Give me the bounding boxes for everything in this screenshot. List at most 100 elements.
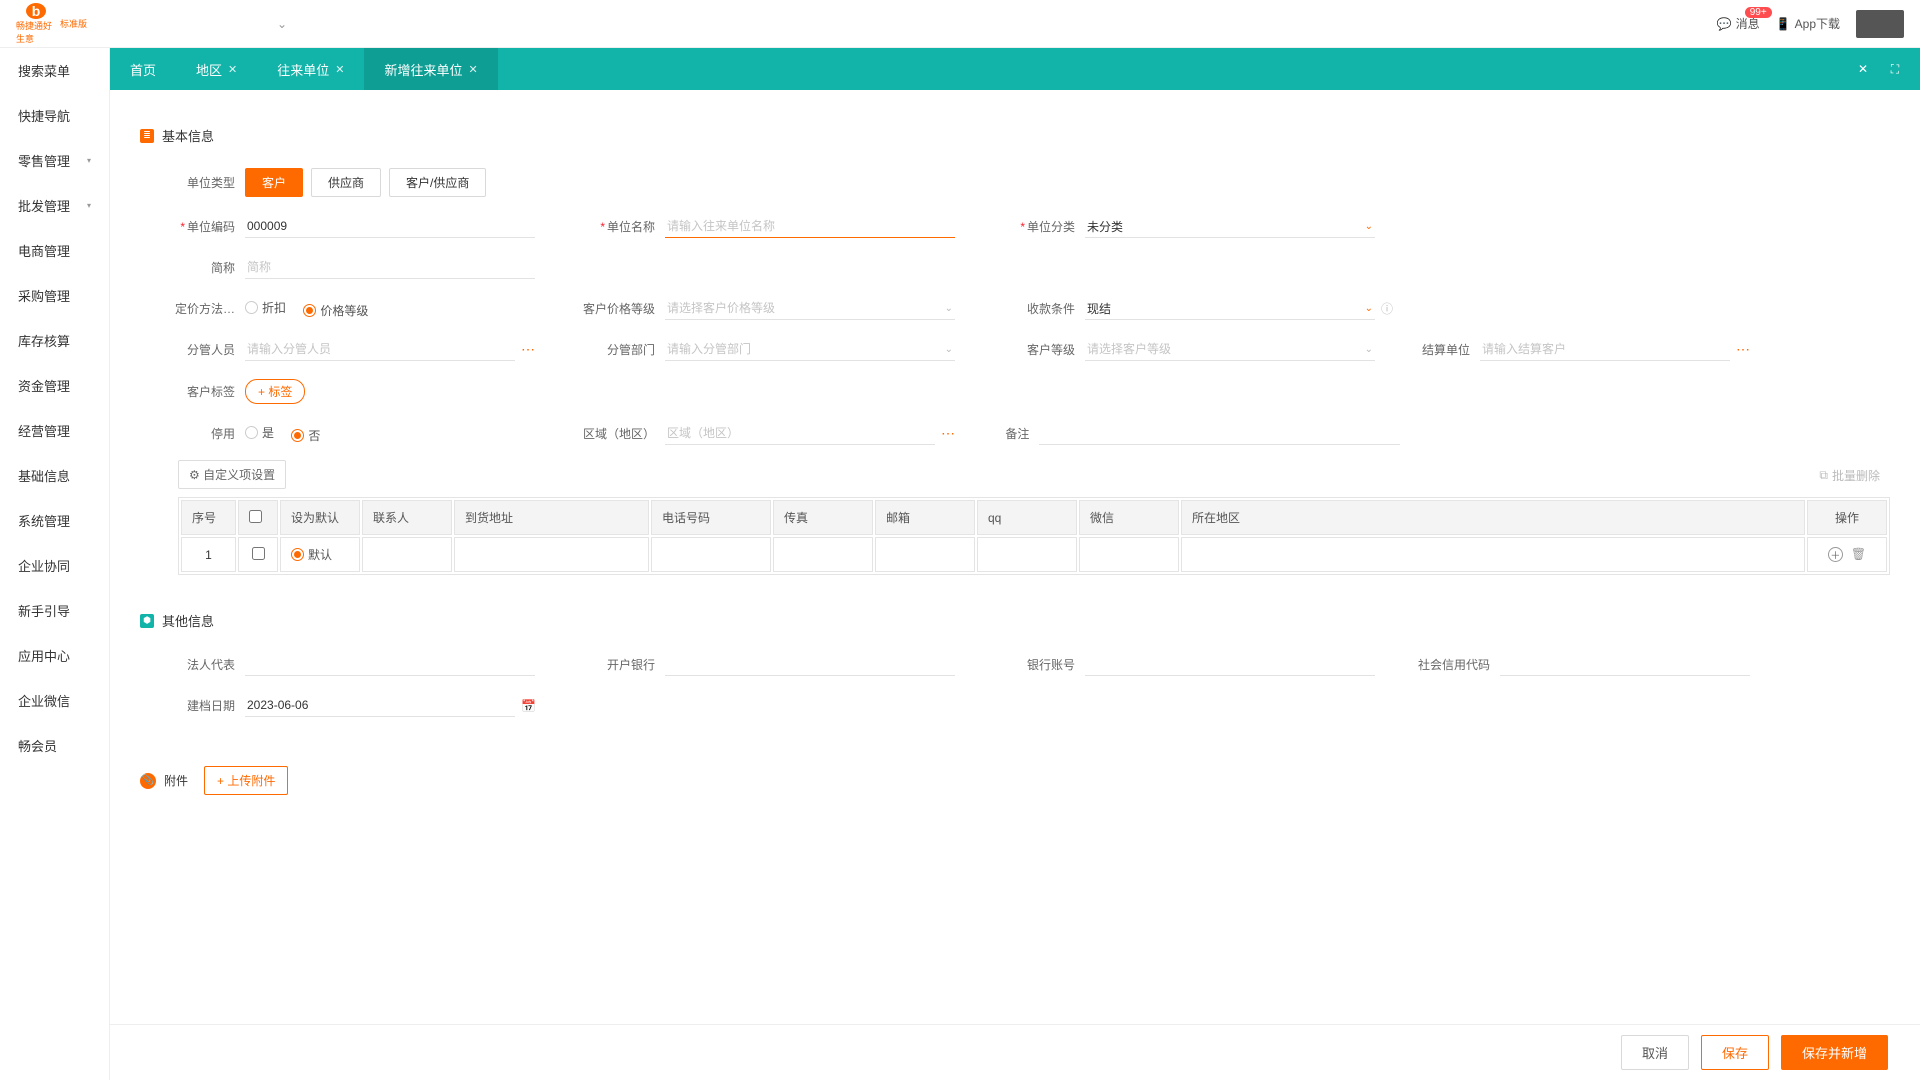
cust-tag-label: 客户标签 [140, 383, 245, 400]
sidebar-item-14[interactable]: 企业微信 [0, 678, 109, 723]
region-input[interactable] [665, 422, 935, 445]
row-default-radio[interactable]: 默认 [291, 546, 332, 563]
more-icon[interactable]: ⋯ [941, 425, 955, 442]
cancel-button[interactable]: 取消 [1621, 1035, 1689, 1070]
pricing-level-radio[interactable]: 价格等级 [303, 302, 368, 319]
unit-name-input[interactable] [665, 215, 955, 238]
col-header: 微信 [1079, 500, 1179, 535]
short-name-input[interactable] [245, 256, 535, 279]
header-checkbox[interactable] [249, 510, 262, 523]
unit-category-select[interactable] [1085, 215, 1375, 238]
cust-level-select[interactable] [1085, 338, 1375, 361]
more-icon[interactable]: ⋯ [521, 341, 535, 358]
sidebar-item-5[interactable]: 采购管理 [0, 273, 109, 318]
cell-phone[interactable] [651, 537, 771, 572]
sidebar-item-1[interactable]: 快捷导航 [0, 93, 109, 138]
app-download-label: App下载 [1795, 15, 1840, 32]
col-header: 操作 [1807, 500, 1887, 535]
region-label: 区域（地区） [560, 425, 665, 442]
avatar[interactable] [1856, 10, 1904, 38]
sidebar-item-0[interactable]: 搜索菜单 [0, 48, 109, 93]
unit-code-label: *单位编码 [140, 218, 245, 235]
unit-type-customer[interactable]: 客户 [245, 168, 303, 197]
basic-info-title-row: ≣ 基本信息 [140, 110, 1890, 159]
message-badge: 99+ [1745, 7, 1772, 18]
tab-0[interactable]: 首页 [110, 48, 176, 90]
settle-unit-input[interactable] [1480, 338, 1730, 361]
custom-settings-button[interactable]: ⚙ 自定义项设置 [178, 460, 286, 489]
cust-price-level-select[interactable] [665, 297, 955, 320]
app-download-button[interactable]: 📱 App下载 [1776, 15, 1840, 32]
dept-label: 分管部门 [560, 341, 665, 358]
messages-button[interactable]: 💬 消息 99+ [1717, 15, 1760, 32]
sidebar-item-9[interactable]: 基础信息 [0, 453, 109, 498]
main-content: ≣ 基本信息 单位类型 客户 供应商 客户/供应商 *单位编码 *单位名称 [110, 90, 1920, 1024]
close-icon[interactable]: ✕ [469, 63, 478, 76]
add-tag-button[interactable]: + 标签 [245, 379, 305, 404]
cell-fax[interactable] [773, 537, 873, 572]
info-icon[interactable]: ⓘ [1381, 300, 1393, 317]
sidebar-item-2[interactable]: 零售管理▾ [0, 138, 109, 183]
copy-icon: ⧉ [1819, 468, 1828, 483]
calendar-icon[interactable]: 📅 [521, 699, 536, 713]
attachment-icon: 📎 [140, 773, 156, 789]
save-button[interactable]: 保存 [1701, 1035, 1769, 1070]
sidebar-item-13[interactable]: 应用中心 [0, 633, 109, 678]
unit-code-input[interactable] [245, 215, 535, 238]
dept-select[interactable] [665, 338, 955, 361]
cell-address[interactable] [454, 537, 649, 572]
col-header: 到货地址 [454, 500, 649, 535]
close-icon[interactable]: ✕ [335, 63, 344, 76]
row-checkbox[interactable] [252, 547, 265, 560]
disabled-no-radio[interactable]: 否 [291, 427, 320, 444]
save-and-new-button[interactable]: 保存并新增 [1781, 1035, 1888, 1070]
cell-contact[interactable] [362, 537, 452, 572]
sidebar-item-10[interactable]: 系统管理 [0, 498, 109, 543]
short-name-label: 简称 [140, 259, 245, 276]
cell-region[interactable] [1181, 537, 1805, 572]
sidebar-item-4[interactable]: 电商管理 [0, 228, 109, 273]
attachments-panel: 📎 附件 + 上传附件 [140, 754, 1890, 807]
manager-input[interactable] [245, 338, 515, 361]
more-icon[interactable]: ⋯ [1736, 341, 1750, 358]
remark-input[interactable] [1039, 422, 1400, 445]
bank-input[interactable] [665, 653, 955, 676]
unit-type-both[interactable]: 客户/供应商 [389, 168, 486, 197]
sidebar-item-11[interactable]: 企业协同 [0, 543, 109, 588]
cell-wechat[interactable] [1079, 537, 1179, 572]
batch-delete-button[interactable]: ⧉ 批量删除 [1819, 467, 1890, 484]
cell-email[interactable] [875, 537, 975, 572]
tab-1[interactable]: 地区✕ [176, 48, 257, 90]
sidebar-item-7[interactable]: 资金管理 [0, 363, 109, 408]
basic-info-panel: ≣ 基本信息 单位类型 客户 供应商 客户/供应商 *单位编码 *单位名称 [140, 110, 1890, 575]
col-header: 传真 [773, 500, 873, 535]
company-selector[interactable]: ⌄ [151, 17, 287, 31]
social-credit-input[interactable] [1500, 653, 1750, 676]
fullscreen-icon[interactable]: ⛶ [1884, 58, 1906, 80]
add-row-icon[interactable]: ＋ [1828, 547, 1843, 562]
tab-2[interactable]: 往来单位✕ [257, 48, 364, 90]
bank-account-label: 银行账号 [980, 656, 1085, 673]
tab-3[interactable]: 新增往来单位✕ [364, 48, 497, 90]
phone-icon: 📱 [1776, 17, 1791, 31]
pay-condition-select[interactable] [1085, 297, 1375, 320]
bank-label: 开户银行 [560, 656, 665, 673]
col-header: 联系人 [362, 500, 452, 535]
bank-account-input[interactable] [1085, 653, 1375, 676]
legal-rep-label: 法人代表 [140, 656, 245, 673]
unit-type-supplier[interactable]: 供应商 [311, 168, 381, 197]
disabled-yes-radio[interactable]: 是 [245, 424, 274, 441]
upload-attachment-button[interactable]: + 上传附件 [204, 766, 288, 795]
pricing-discount-radio[interactable]: 折扣 [245, 299, 286, 316]
legal-rep-input[interactable] [245, 653, 535, 676]
archive-date-input[interactable] [245, 694, 515, 717]
sidebar-item-12[interactable]: 新手引导 [0, 588, 109, 633]
sidebar-item-8[interactable]: 经营管理 [0, 408, 109, 453]
close-tab-icon[interactable]: ✕ [1852, 58, 1874, 80]
close-icon[interactable]: ✕ [228, 63, 237, 76]
sidebar-item-6[interactable]: 库存核算 [0, 318, 109, 363]
sidebar-item-3[interactable]: 批发管理▾ [0, 183, 109, 228]
sidebar-item-15[interactable]: 畅会员 [0, 723, 109, 768]
delete-row-icon[interactable]: 🗑 [1851, 547, 1866, 562]
cell-qq[interactable] [977, 537, 1077, 572]
